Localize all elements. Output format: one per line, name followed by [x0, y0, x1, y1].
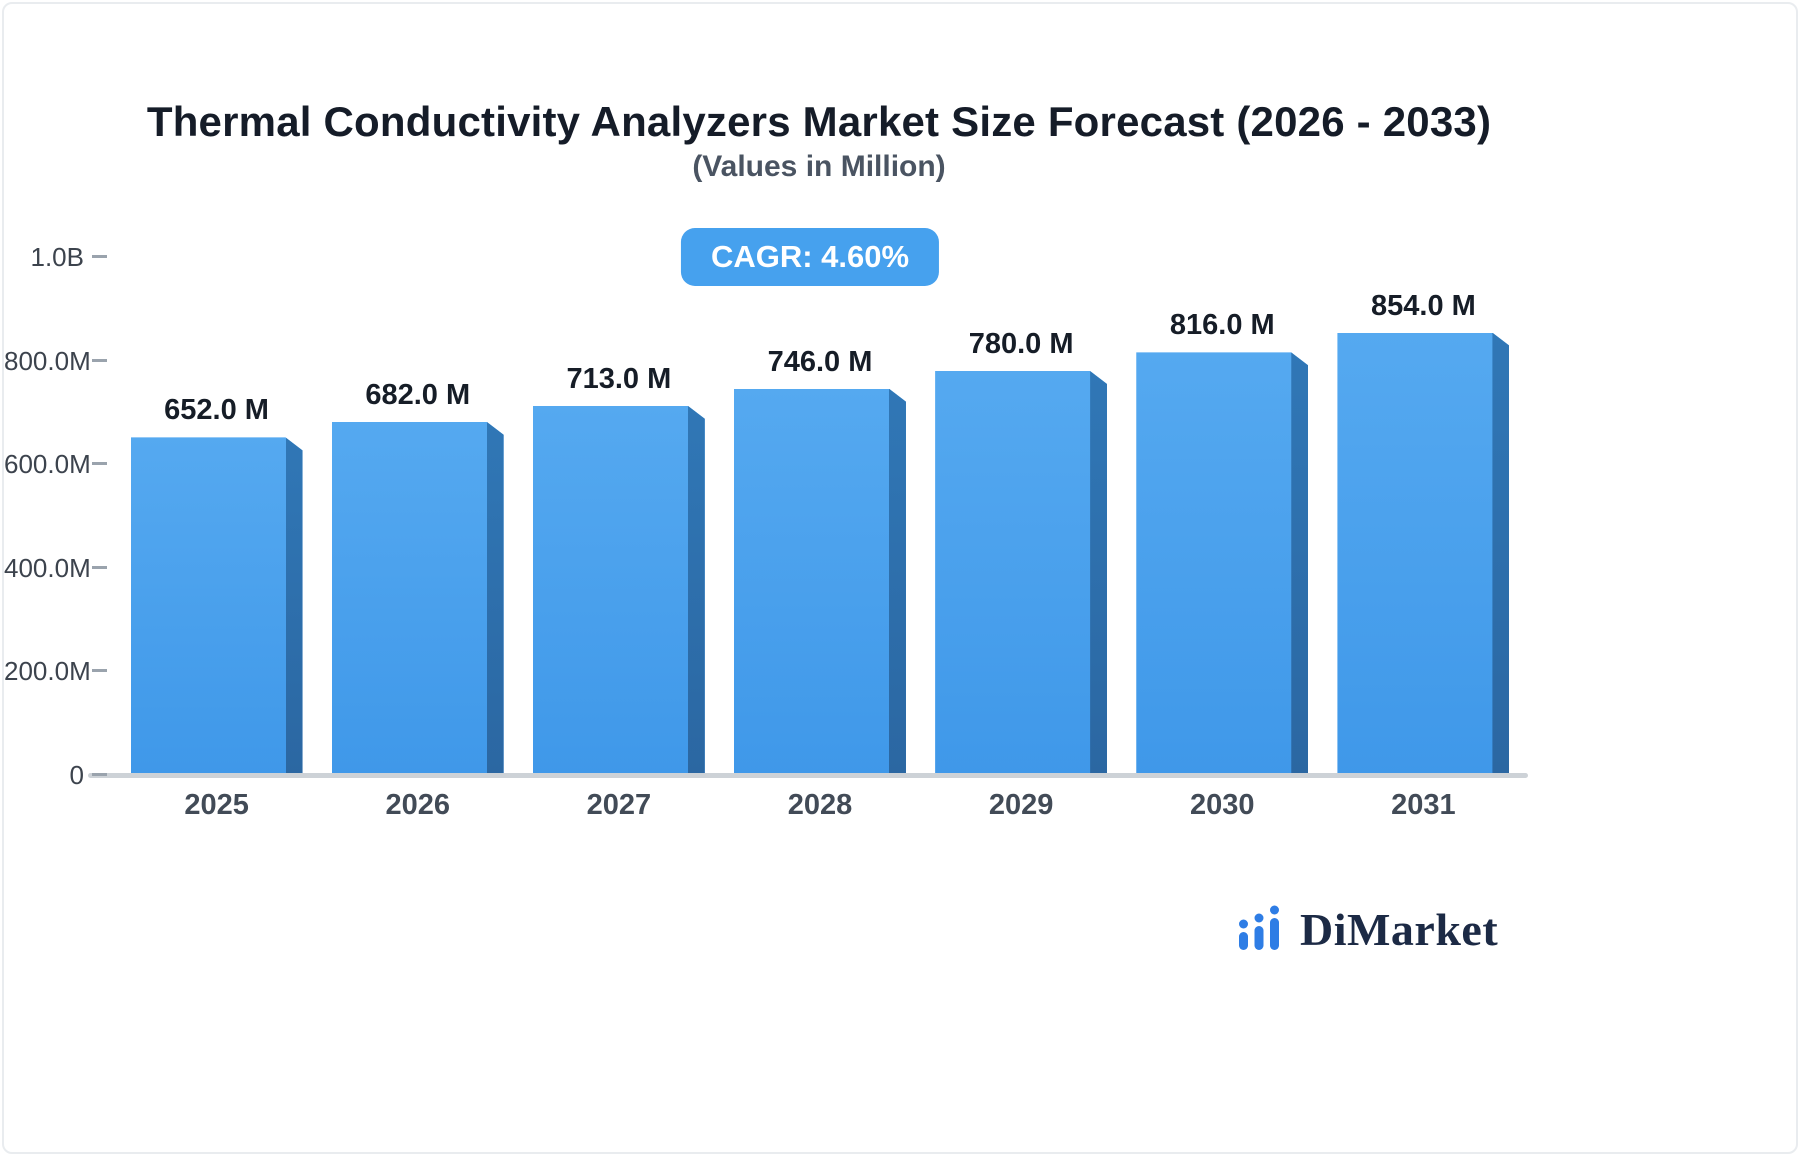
x-label-2031: 2031 [1391, 789, 1456, 821]
x-label-2030: 2030 [1190, 789, 1255, 821]
bar-2030 [1136, 352, 1308, 775]
y-tick-label: 0 [69, 760, 84, 790]
chart-subtitle: (Values in Million) [692, 150, 946, 183]
bar-slot: 682.0 M [317, 257, 518, 775]
bar-slot: 746.0 M [719, 257, 920, 775]
cagr-badge: CAGR: 4.60% [680, 228, 940, 286]
y-tick-mark [92, 565, 107, 569]
bar-2027 [533, 406, 705, 775]
bar-slot: 780.0 M [921, 257, 1122, 775]
y-tick-label: 200.0M [4, 656, 91, 687]
y-tick-mark [92, 358, 107, 362]
bar-value-label: 652.0 M [164, 394, 269, 427]
x-label-2029: 2029 [988, 789, 1054, 821]
bar-2031 [1337, 333, 1509, 775]
dimarket-logo: DiMarket [1232, 902, 1498, 956]
y-tick-mark [92, 462, 107, 466]
chart-title: Thermal Conductivity Analyzers Market Si… [146, 98, 1492, 145]
bar-2025 [131, 437, 303, 775]
bar-value-label: 713.0 M [566, 362, 672, 395]
y-tick-mark [92, 773, 107, 776]
plot-area: 652.0 M 682.0 M 713.0 M 746.0 M 780.0 M 816.0… [116, 257, 1524, 775]
bar-slot: 854.0 M [1323, 257, 1524, 775]
y-tick-mark [92, 669, 107, 673]
bar-value-label: 780.0 M [968, 328, 1074, 360]
bar-value-label: 682.0 M [365, 378, 471, 411]
bar-series: 652.0 M 682.0 M 713.0 M 746.0 M 780.0 M 816.0… [116, 257, 1524, 775]
bar-slot: 713.0 M [518, 257, 719, 775]
y-tick-mark [92, 255, 107, 258]
bar-slot: 816.0 M [1122, 257, 1323, 775]
bar-2028 [734, 389, 906, 775]
x-axis-line [88, 773, 1528, 778]
bar-slot: 652.0 M [116, 257, 317, 775]
y-tick-label: 400.0M [4, 552, 91, 583]
y-tick-label: 600.0M [4, 449, 91, 480]
x-label-2027: 2027 [586, 789, 652, 821]
bar-2029 [935, 371, 1107, 775]
bar-chart-icon [1239, 905, 1279, 950]
x-label-2028: 2028 [787, 789, 853, 821]
bar-value-label: 854.0 M [1371, 289, 1476, 322]
cagr-badge-label: CAGR: 4.60% [710, 239, 910, 274]
x-label-2026: 2026 [385, 789, 450, 821]
x-axis-labels: 2025 2026 2027 2028 2029 2030 2031 [116, 789, 1524, 822]
bar-value-label: 816.0 M [1169, 309, 1275, 342]
logo-text: DiMarket [1300, 903, 1499, 955]
bar-2026 [332, 422, 504, 775]
y-tick-label: 1.0B [30, 242, 85, 272]
x-label-2025: 2025 [184, 789, 249, 821]
bar-value-label: 746.0 M [767, 345, 873, 378]
y-tick-label: 800.0M [4, 345, 91, 376]
